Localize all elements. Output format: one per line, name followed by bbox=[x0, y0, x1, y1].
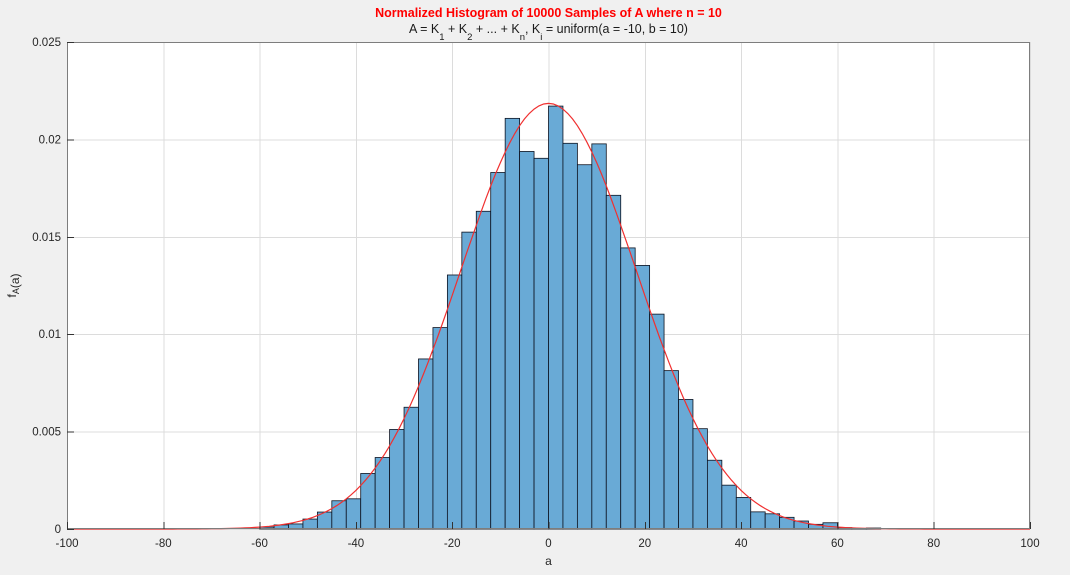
histogram-bar bbox=[360, 473, 376, 530]
x-tick-label: -80 bbox=[155, 538, 172, 550]
subscript-text: 1 bbox=[439, 31, 445, 43]
y-tick-label: 0.005 bbox=[32, 427, 61, 439]
histogram-bar bbox=[562, 142, 578, 530]
histogram-bar bbox=[403, 406, 419, 530]
histogram-bar bbox=[446, 274, 463, 530]
y-tick-label: 0 bbox=[55, 524, 61, 536]
histogram-bar bbox=[764, 513, 781, 530]
histogram-bar bbox=[634, 265, 651, 530]
x-tick-label: 100 bbox=[1020, 538, 1039, 550]
histogram-bar bbox=[519, 151, 535, 530]
ylabel-segment: f bbox=[5, 294, 19, 298]
histogram-bar bbox=[533, 157, 549, 530]
histogram-bar bbox=[591, 143, 607, 530]
text-segment: + ... + K bbox=[472, 22, 520, 36]
subscript-text: 2 bbox=[467, 31, 473, 43]
text-segment: , K bbox=[524, 22, 541, 36]
y-tick-label: 0.025 bbox=[32, 37, 61, 49]
ylabel-subscript: A bbox=[11, 288, 21, 294]
x-tick-label: -60 bbox=[251, 538, 268, 550]
x-tick-label: 60 bbox=[831, 538, 844, 550]
histogram-bar bbox=[345, 498, 362, 530]
chart-title: Normalized Histogram of 10000 Samples of… bbox=[375, 6, 722, 20]
histogram-bar bbox=[432, 327, 448, 530]
x-tick-label: -40 bbox=[348, 538, 365, 550]
y-tick-label: 0.01 bbox=[39, 329, 61, 341]
x-tick-label: 20 bbox=[638, 538, 651, 550]
histogram-bar bbox=[418, 358, 434, 530]
text-segment: + K bbox=[444, 22, 468, 36]
x-tick-label: 40 bbox=[735, 538, 748, 550]
histogram-bar bbox=[389, 429, 405, 530]
histogram-bar bbox=[475, 210, 492, 530]
text-segment: = uniform(a = -10, b = 10) bbox=[542, 22, 688, 36]
x-axis-label: a bbox=[545, 554, 552, 568]
histogram-bar bbox=[302, 518, 318, 530]
histogram-bar bbox=[663, 370, 679, 530]
histogram-bar bbox=[620, 247, 636, 530]
histogram-bar bbox=[721, 484, 737, 530]
histogram-bar bbox=[576, 164, 593, 530]
histogram-bar bbox=[461, 231, 477, 530]
y-tick-label: 0.02 bbox=[39, 134, 61, 146]
x-tick-label: -100 bbox=[55, 538, 78, 550]
text-segment: A = K bbox=[409, 22, 440, 36]
x-tick-label: 0 bbox=[545, 538, 551, 550]
histogram-bar bbox=[750, 511, 766, 530]
histogram-bar bbox=[605, 194, 622, 530]
subscript-text: n bbox=[519, 31, 525, 43]
chart-subtitle: A = K1 + K2 + ... + Kn, Ki = uniform(a =… bbox=[67, 22, 1030, 43]
x-tick-label: 80 bbox=[927, 538, 940, 550]
histogram-bar bbox=[490, 172, 506, 530]
histogram-bar bbox=[779, 516, 795, 530]
subscript-text: i bbox=[540, 31, 543, 43]
histogram-bar bbox=[374, 457, 391, 530]
histogram-bar bbox=[692, 428, 708, 530]
x-tick-label: -20 bbox=[444, 538, 461, 550]
histogram-bar bbox=[548, 105, 564, 530]
histogram-bar bbox=[649, 313, 665, 530]
histogram-bar bbox=[504, 117, 521, 530]
histogram-bar bbox=[678, 399, 694, 530]
histogram-bar bbox=[735, 497, 752, 530]
ylabel-segment: (a) bbox=[8, 273, 22, 288]
histogram-bar bbox=[331, 500, 347, 530]
y-axis-label: fA(a) bbox=[5, 273, 22, 297]
y-tick-label: 0.015 bbox=[32, 232, 61, 244]
histogram-bar bbox=[706, 459, 723, 530]
